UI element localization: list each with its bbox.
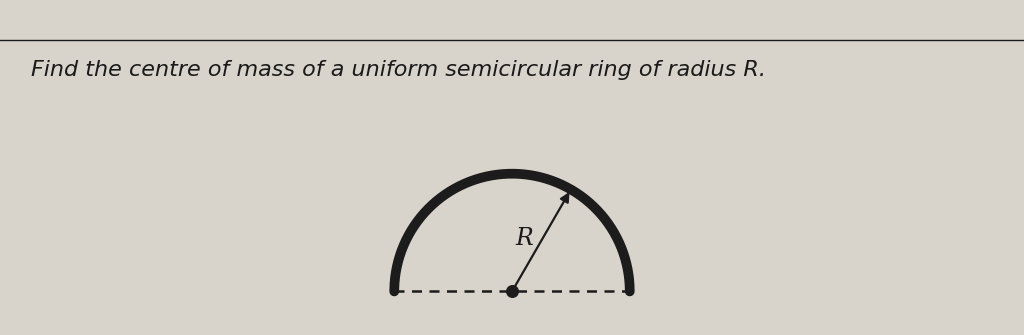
Text: R: R	[515, 227, 534, 250]
Text: Find the centre of mass of a uniform semicircular ring of radius R.: Find the centre of mass of a uniform sem…	[31, 60, 766, 80]
Point	[504, 289, 520, 294]
